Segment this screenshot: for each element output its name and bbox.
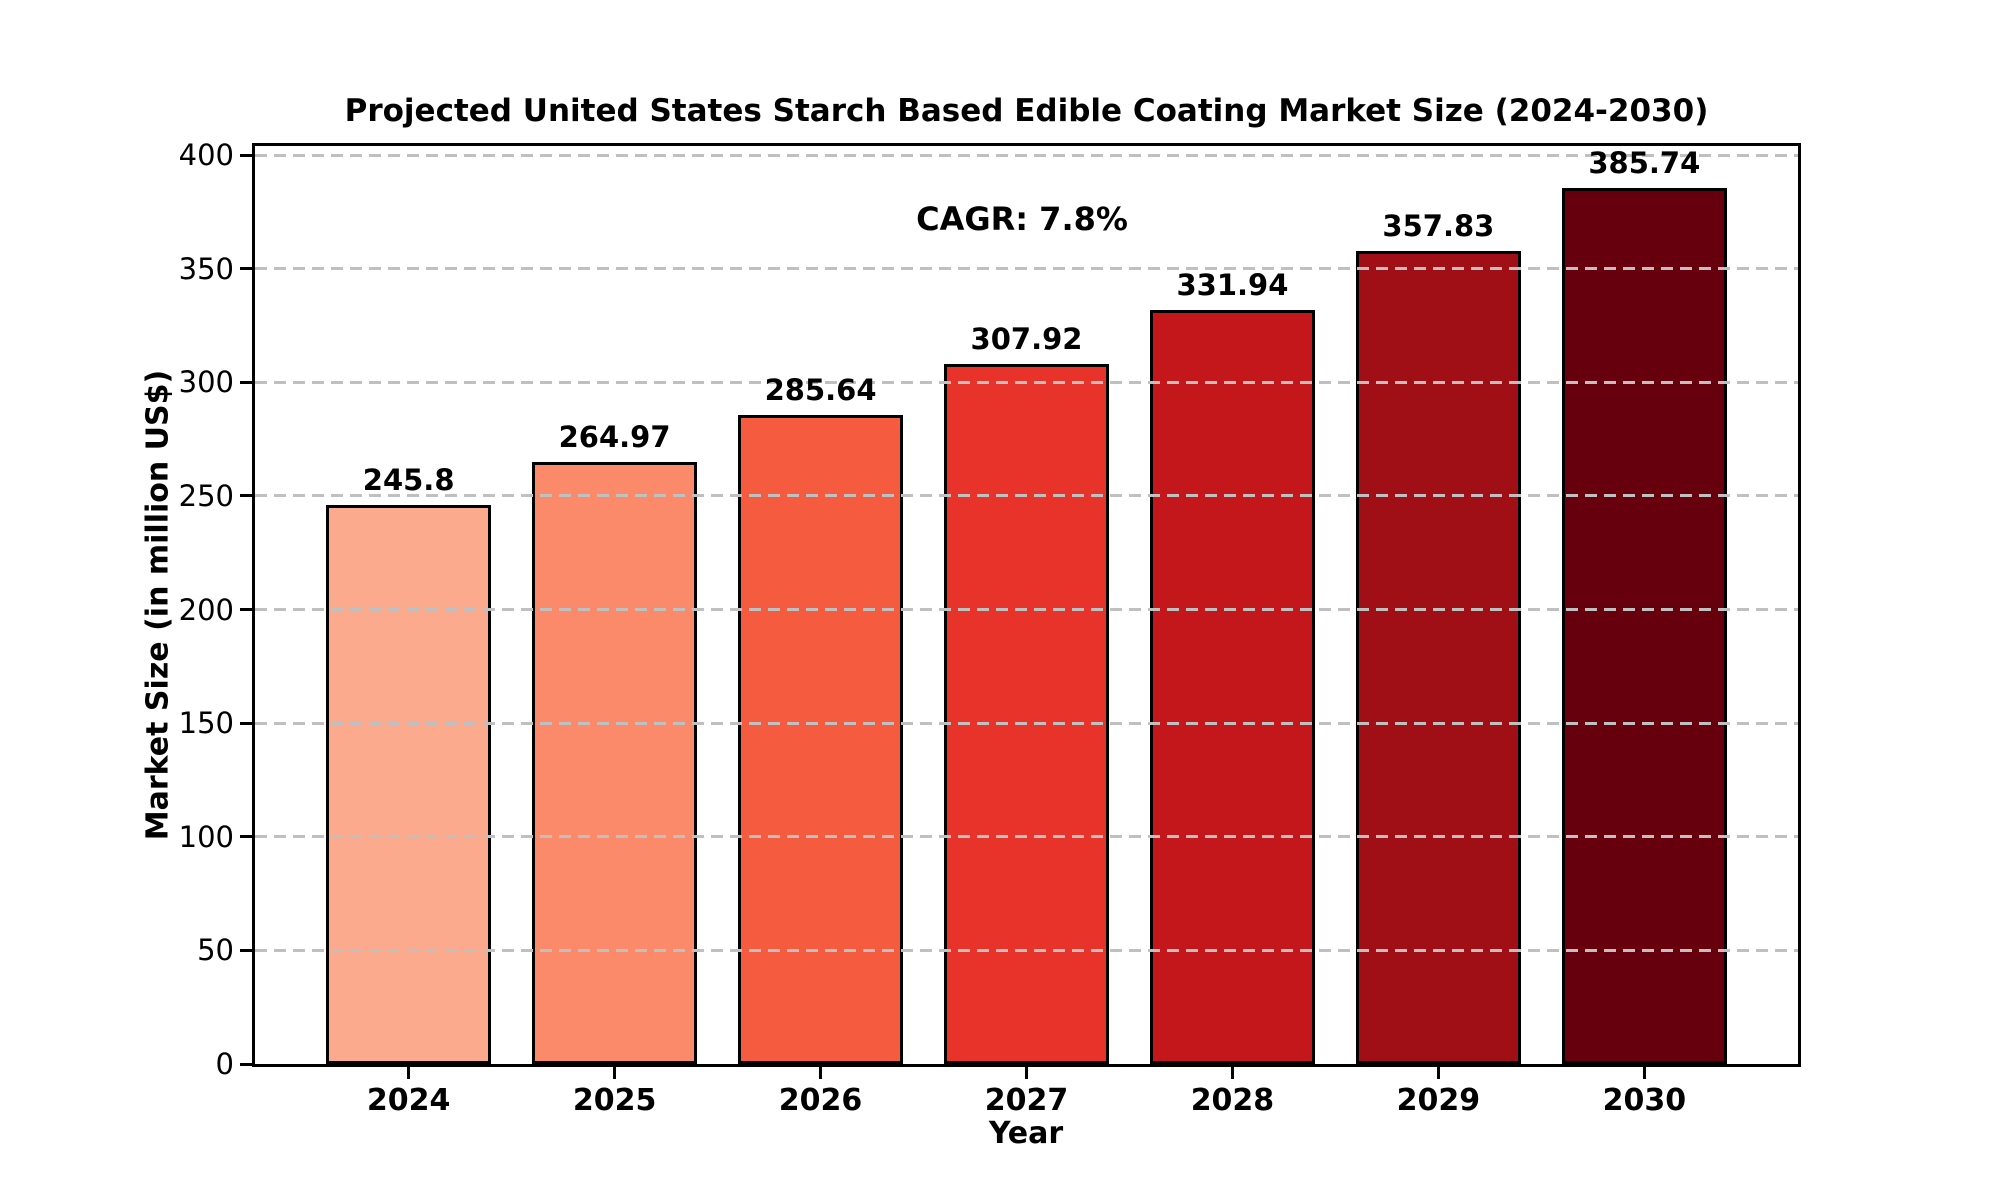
gridline-400: [255, 153, 1798, 157]
gridline-50: [255, 948, 1798, 952]
x-tick-2027: [1025, 1067, 1028, 1079]
plot-area: 245.8 264.97 285.64 307.92 331.94 357.83 385.7…: [252, 143, 1801, 1067]
x-tick-2030: [1642, 1067, 1646, 1079]
bar-2024: [326, 505, 491, 1064]
bar-value-label-2026: 285.64: [764, 372, 877, 407]
x-tick-2025: [613, 1067, 617, 1079]
x-tick-label-2028: 2028: [1190, 1083, 1275, 1118]
x-tick-label-2024: 2024: [366, 1083, 451, 1118]
x-tick-label-2026: 2026: [778, 1083, 863, 1118]
bar-value-label-2024: 245.8: [362, 463, 455, 498]
y-tick-label-350: 350: [178, 251, 234, 286]
y-tick-250: [240, 494, 252, 498]
y-tick-150: [240, 721, 252, 725]
gridline-350: [255, 267, 1798, 271]
x-tick-label-2030: 2030: [1602, 1083, 1687, 1118]
y-tick-0: [240, 1062, 252, 1066]
y-tick-50: [240, 948, 252, 952]
x-tick-2024: [407, 1067, 411, 1079]
bar-2027: [944, 364, 1109, 1064]
bar-value-label-2027: 307.92: [970, 322, 1083, 357]
bar-2030: [1561, 187, 1727, 1064]
y-tick-200: [240, 608, 252, 612]
y-tick-label-50: 50: [197, 933, 234, 968]
gridline-250: [255, 494, 1798, 498]
x-tick-label-2027: 2027: [984, 1083, 1069, 1118]
x-axis-label: Year: [988, 1116, 1064, 1151]
y-tick-400: [240, 153, 252, 157]
bar-2029: [1356, 250, 1521, 1064]
gridline-200: [255, 608, 1798, 612]
y-tick-300: [240, 380, 252, 384]
y-tick-label-400: 400: [178, 138, 234, 173]
x-tick-2028: [1230, 1067, 1234, 1079]
y-tick-100: [240, 835, 252, 839]
x-tick-2026: [819, 1067, 823, 1079]
bar-value-label-2029: 357.83: [1382, 208, 1495, 243]
bar-2028: [1150, 309, 1315, 1064]
chart-title: Projected United States Starch Based Edi…: [344, 93, 1709, 129]
y-axis-label: Market Size (in million US$): [140, 369, 176, 841]
y-tick-350: [240, 267, 252, 271]
x-tick-label-2029: 2029: [1396, 1083, 1481, 1118]
x-tick-label-2025: 2025: [572, 1083, 657, 1118]
bar-value-label-2025: 264.97: [558, 419, 671, 454]
cagr-annotation: CAGR: 7.8%: [916, 200, 1128, 238]
bar-2025: [532, 461, 697, 1064]
y-tick-label-0: 0: [215, 1047, 234, 1081]
bar-2026: [738, 414, 903, 1064]
gridline-100: [255, 835, 1798, 839]
gridline-150: [255, 721, 1798, 725]
gridline-300: [255, 380, 1798, 384]
x-tick-2029: [1436, 1067, 1440, 1079]
bar-value-label-2028: 331.94: [1176, 267, 1289, 302]
bar-value-label-2030: 385.74: [1588, 145, 1701, 180]
